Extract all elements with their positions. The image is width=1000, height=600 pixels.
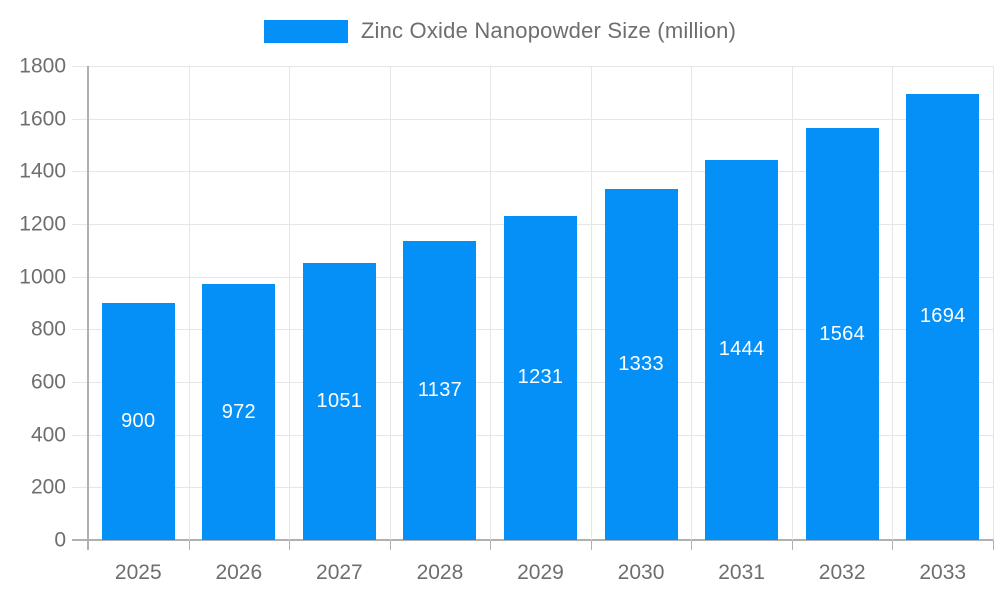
x-grid-line <box>993 66 994 540</box>
bar-value-label: 1333 <box>618 352 664 375</box>
bar: 1564 <box>805 128 879 540</box>
bar-value-label: 1444 <box>718 338 765 361</box>
bar: 1333 <box>604 188 678 540</box>
bar-value-label: 1051 <box>316 390 363 413</box>
x-axis-tick <box>993 540 994 550</box>
x-grid-line <box>389 66 391 540</box>
x-tick-label: 2026 <box>215 561 263 584</box>
y-grid-line <box>72 171 993 173</box>
y-grid-line <box>72 118 993 120</box>
x-grid-line <box>289 66 291 540</box>
y-tick-label: 1800 <box>19 54 66 78</box>
y-tick-label: 800 <box>30 317 66 341</box>
y-axis-line <box>87 66 89 550</box>
legend-label: Zinc Oxide Nanopowder Size (million) <box>360 18 737 43</box>
bar: 1051 <box>302 263 376 540</box>
y-tick-label: 1400 <box>19 159 66 183</box>
x-grid-line <box>791 66 793 540</box>
x-grid-line <box>490 66 492 540</box>
x-tick-label: 2027 <box>316 561 363 584</box>
x-tick-label: 2032 <box>818 561 866 584</box>
y-grid-line <box>72 66 993 67</box>
x-tick-label: 2029 <box>517 561 564 584</box>
x-axis-tick <box>590 540 592 550</box>
bar-value-label: 1231 <box>517 366 564 389</box>
y-tick-label: 1600 <box>19 107 66 131</box>
x-tick-label: 2030 <box>617 561 665 584</box>
x-grid-line <box>590 66 592 540</box>
bar: 900 <box>101 303 175 540</box>
legend-swatch <box>263 19 348 43</box>
y-tick-label: 600 <box>30 370 66 394</box>
legend: Zinc Oxide Nanopowder Size (million) <box>0 18 1000 44</box>
y-tick-label: 400 <box>30 423 66 447</box>
x-grid-line <box>892 66 894 540</box>
x-axis-tick <box>389 540 391 550</box>
bar-value-label: 1564 <box>819 322 865 345</box>
bar-value-label: 1694 <box>919 305 966 328</box>
bar-value-label: 900 <box>121 410 156 432</box>
bar: 972 <box>202 284 276 540</box>
y-tick-label: 0 <box>54 528 66 552</box>
x-axis-tick <box>289 540 291 550</box>
y-tick-label: 200 <box>30 475 66 499</box>
bar-value-label: 972 <box>221 400 256 423</box>
x-axis-tick <box>188 540 190 550</box>
y-tick-label: 1000 <box>19 265 66 289</box>
x-axis-tick <box>490 540 492 550</box>
x-grid-line <box>691 66 693 540</box>
y-tick-label: 1200 <box>19 212 66 236</box>
bar: 1231 <box>504 215 577 540</box>
x-grid-line <box>188 66 190 540</box>
x-tick-label: 2028 <box>416 561 464 584</box>
plot-area: 0 200 400 600 800 1000 1200 1400 1600 1800 900 2025… <box>19 56 994 584</box>
bar-value-label: 1137 <box>417 378 463 401</box>
bar: 1694 <box>906 93 980 540</box>
x-axis-tick <box>791 540 793 550</box>
x-tick-label: 2025 <box>114 561 162 584</box>
x-axis-tick <box>691 540 693 550</box>
bar: 1137 <box>403 240 477 540</box>
x-tick-label: 2033 <box>919 561 967 584</box>
x-axis-tick <box>892 540 894 550</box>
x-tick-label: 2031 <box>718 561 765 584</box>
x-axis-line <box>72 539 993 541</box>
bar: 1444 <box>705 159 779 540</box>
